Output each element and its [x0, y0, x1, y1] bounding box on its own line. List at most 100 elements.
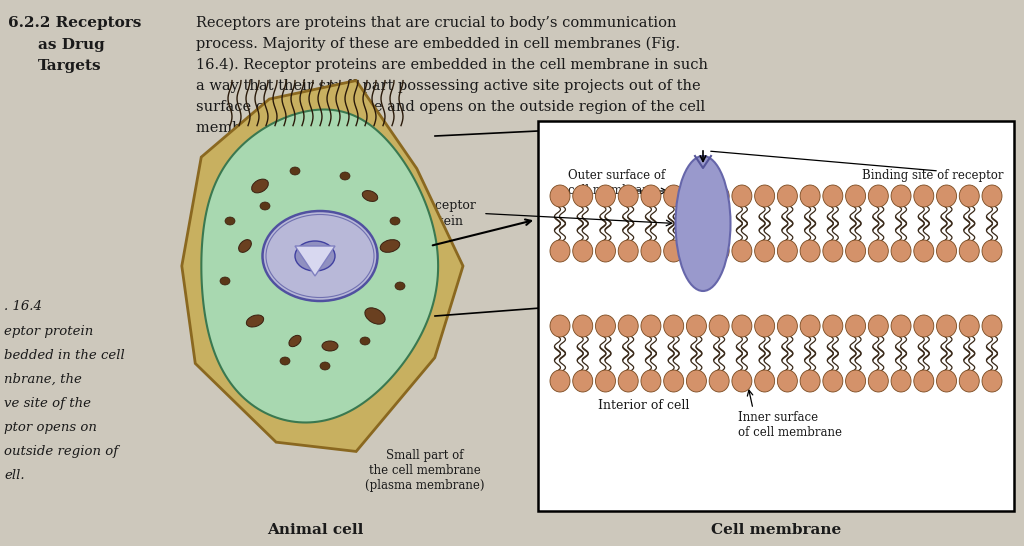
Ellipse shape: [362, 191, 378, 201]
Ellipse shape: [572, 240, 593, 262]
Text: Interior of cell: Interior of cell: [598, 399, 689, 412]
Ellipse shape: [641, 240, 660, 262]
Text: 6.2.2 Receptors: 6.2.2 Receptors: [8, 16, 141, 30]
Ellipse shape: [572, 315, 593, 337]
Ellipse shape: [800, 185, 820, 207]
Ellipse shape: [710, 370, 729, 392]
Text: surface of the membrane and opens on the outside region of the cell: surface of the membrane and opens on the…: [196, 100, 706, 114]
Ellipse shape: [710, 240, 729, 262]
Text: ell.: ell.: [4, 469, 25, 482]
Ellipse shape: [846, 370, 865, 392]
Text: ve site of the: ve site of the: [4, 397, 91, 410]
Ellipse shape: [846, 315, 865, 337]
Polygon shape: [182, 81, 463, 452]
Ellipse shape: [390, 217, 400, 225]
Ellipse shape: [641, 185, 660, 207]
Ellipse shape: [572, 370, 593, 392]
Text: bedded in the cell: bedded in the cell: [4, 349, 125, 362]
Ellipse shape: [732, 315, 752, 337]
Bar: [538, 121, 1014, 511]
Ellipse shape: [937, 315, 956, 337]
Ellipse shape: [664, 185, 684, 207]
Ellipse shape: [360, 337, 370, 345]
Ellipse shape: [395, 282, 406, 290]
Ellipse shape: [982, 185, 1002, 207]
Ellipse shape: [732, 185, 752, 207]
Ellipse shape: [319, 362, 330, 370]
Ellipse shape: [777, 240, 798, 262]
Ellipse shape: [937, 240, 956, 262]
Text: outside region of: outside region of: [4, 445, 118, 458]
Ellipse shape: [800, 370, 820, 392]
Ellipse shape: [868, 315, 888, 337]
Ellipse shape: [239, 240, 251, 252]
Text: nbrane, the: nbrane, the: [4, 373, 82, 386]
Ellipse shape: [225, 217, 234, 225]
Ellipse shape: [937, 185, 956, 207]
Ellipse shape: [290, 167, 300, 175]
Text: Outer surface of
cell membrane: Outer surface of cell membrane: [568, 169, 666, 197]
Ellipse shape: [777, 315, 798, 337]
Ellipse shape: [823, 185, 843, 207]
Ellipse shape: [618, 315, 638, 337]
Ellipse shape: [891, 185, 911, 207]
Ellipse shape: [618, 240, 638, 262]
Ellipse shape: [777, 185, 798, 207]
Ellipse shape: [550, 370, 570, 392]
Text: process. Majority of these are embedded in cell membranes (Fig.: process. Majority of these are embedded …: [196, 37, 680, 51]
Text: Receptor
protein: Receptor protein: [418, 199, 476, 228]
Ellipse shape: [823, 240, 843, 262]
Ellipse shape: [982, 315, 1002, 337]
Ellipse shape: [380, 240, 399, 252]
Ellipse shape: [340, 172, 350, 180]
Ellipse shape: [686, 370, 707, 392]
Polygon shape: [202, 110, 438, 423]
Text: as Drug: as Drug: [38, 38, 104, 52]
Ellipse shape: [262, 211, 378, 301]
Ellipse shape: [891, 315, 911, 337]
Ellipse shape: [891, 370, 911, 392]
Ellipse shape: [732, 240, 752, 262]
Text: Inner surface
of cell membrane: Inner surface of cell membrane: [738, 411, 842, 439]
Ellipse shape: [710, 185, 729, 207]
Ellipse shape: [913, 315, 934, 337]
Ellipse shape: [664, 370, 684, 392]
Ellipse shape: [959, 315, 979, 337]
Ellipse shape: [686, 185, 707, 207]
Ellipse shape: [676, 156, 730, 291]
Ellipse shape: [823, 370, 843, 392]
Ellipse shape: [710, 315, 729, 337]
Ellipse shape: [664, 315, 684, 337]
Text: Animal cell: Animal cell: [267, 523, 364, 537]
Ellipse shape: [777, 370, 798, 392]
Ellipse shape: [868, 370, 888, 392]
Ellipse shape: [868, 185, 888, 207]
Ellipse shape: [891, 240, 911, 262]
Ellipse shape: [846, 240, 865, 262]
Text: ptor opens on: ptor opens on: [4, 421, 97, 434]
Ellipse shape: [755, 240, 774, 262]
Ellipse shape: [295, 241, 335, 271]
Ellipse shape: [365, 308, 385, 324]
Ellipse shape: [800, 240, 820, 262]
Ellipse shape: [982, 370, 1002, 392]
Text: Binding site of receptor: Binding site of receptor: [862, 169, 1004, 182]
Ellipse shape: [550, 185, 570, 207]
Ellipse shape: [618, 370, 638, 392]
Text: a way that their small part possessing active site projects out of the: a way that their small part possessing a…: [196, 79, 700, 93]
Ellipse shape: [959, 185, 979, 207]
Ellipse shape: [800, 315, 820, 337]
Ellipse shape: [686, 240, 707, 262]
Ellipse shape: [982, 240, 1002, 262]
Text: Small part of
the cell membrane
(plasma membrane): Small part of the cell membrane (plasma …: [366, 449, 484, 492]
Ellipse shape: [664, 240, 684, 262]
Ellipse shape: [959, 370, 979, 392]
Ellipse shape: [322, 341, 338, 351]
Ellipse shape: [260, 202, 270, 210]
Ellipse shape: [868, 240, 888, 262]
Text: membrane (Fig. 16.4).: membrane (Fig. 16.4).: [196, 121, 361, 135]
Ellipse shape: [596, 370, 615, 392]
Ellipse shape: [959, 240, 979, 262]
Ellipse shape: [280, 357, 290, 365]
Ellipse shape: [937, 370, 956, 392]
